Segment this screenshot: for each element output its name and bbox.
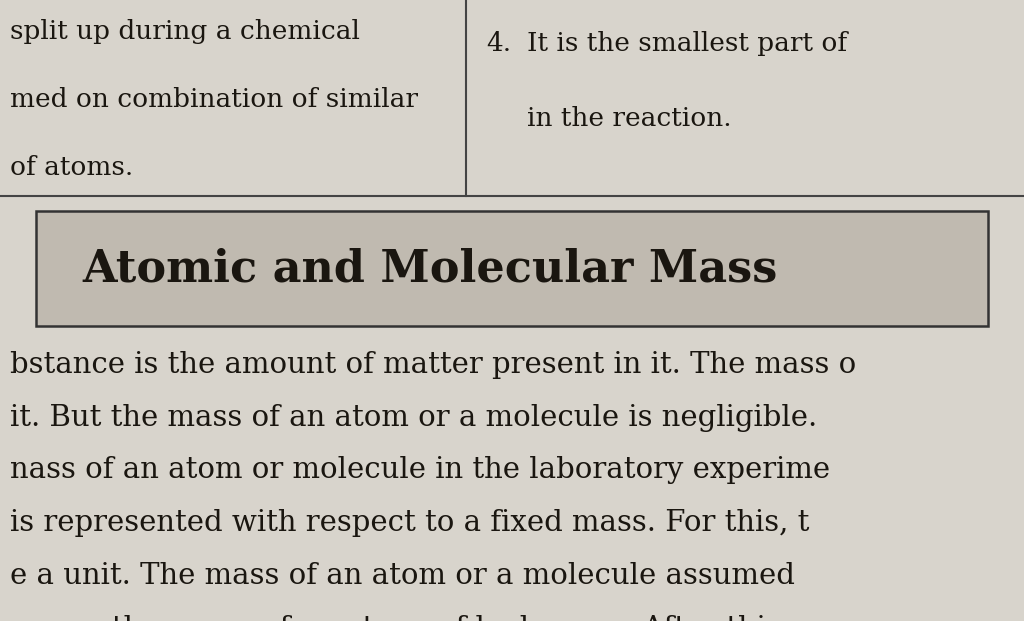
- Text: bstance is the amount of matter present in it. The mass o: bstance is the amount of matter present …: [10, 351, 856, 379]
- Text: is represented with respect to a fixed mass. For this, t: is represented with respect to a fixed m…: [10, 509, 810, 537]
- Text: nass of an atom or molecule in the laboratory experime: nass of an atom or molecule in the labor…: [10, 456, 830, 484]
- Text: it. But the mass of an atom or a molecule is negligible.: it. But the mass of an atom or a molecul…: [10, 404, 817, 432]
- FancyBboxPatch shape: [36, 211, 988, 326]
- FancyBboxPatch shape: [0, 0, 1024, 196]
- Text: in the reaction.: in the reaction.: [527, 106, 732, 130]
- Text: split up during a chemical: split up during a chemical: [10, 19, 360, 43]
- Text: 4.: 4.: [486, 31, 512, 56]
- Text: of atoms.: of atoms.: [10, 155, 133, 180]
- Text: med on combination of similar: med on combination of similar: [10, 87, 418, 112]
- Text: the mass  of an atom  of hydrogen.  After this: the mass of an atom of hydrogen. After t…: [10, 615, 781, 621]
- Text: e a unit. The mass of an atom or a molecule assumed: e a unit. The mass of an atom or a molec…: [10, 562, 795, 590]
- Text: It is the smallest part of: It is the smallest part of: [527, 31, 848, 56]
- Text: Atomic and Molecular Mass: Atomic and Molecular Mass: [82, 247, 777, 290]
